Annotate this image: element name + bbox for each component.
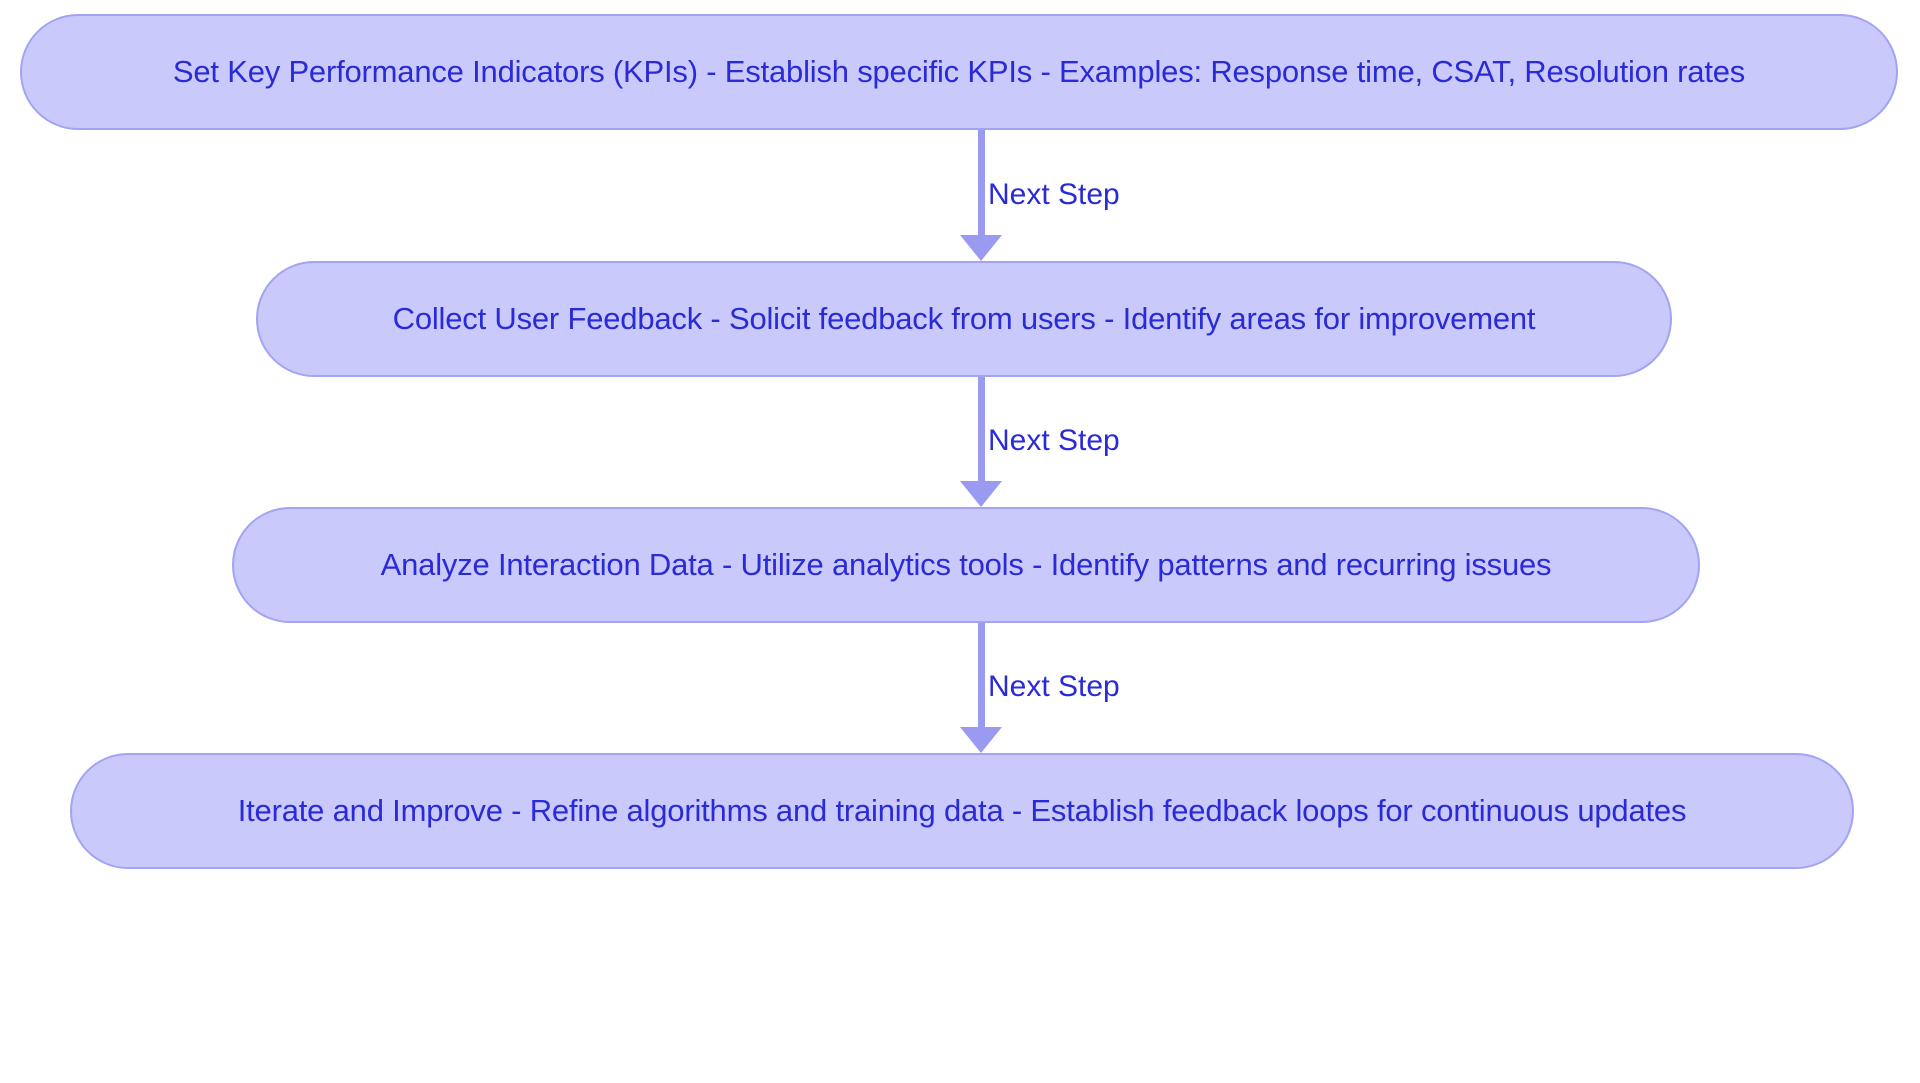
flowchart-node-label: Collect User Feedback - Solicit feedback… (392, 301, 1536, 337)
arrow-down-icon (960, 727, 1002, 753)
edge-line (978, 623, 985, 727)
arrow-down-icon (960, 235, 1002, 261)
flowchart-edge-1: Next Step (920, 130, 1120, 261)
flowchart-node-label: Analyze Interaction Data - Utilize analy… (380, 547, 1552, 583)
flowchart-edge-2: Next Step (920, 377, 1120, 507)
arrow-down-icon (960, 481, 1002, 507)
edge-label: Next Step (988, 670, 1120, 703)
edge-label: Next Step (988, 424, 1120, 457)
flowchart-node-label: Iterate and Improve - Refine algorithms … (237, 793, 1687, 829)
flowchart-node-collect-user-feedback[interactable]: Collect User Feedback - Solicit feedback… (256, 261, 1672, 377)
flowchart-edge-3: Next Step (920, 623, 1120, 753)
flowchart-node-iterate-and-improve[interactable]: Iterate and Improve - Refine algorithms … (70, 753, 1854, 869)
edge-line (978, 130, 985, 235)
edge-label: Next Step (988, 178, 1120, 211)
flowchart-node-set-kpis[interactable]: Set Key Performance Indicators (KPIs) - … (20, 14, 1898, 130)
flowchart-node-label: Set Key Performance Indicators (KPIs) - … (172, 54, 1746, 90)
flowchart-node-analyze-interaction-data[interactable]: Analyze Interaction Data - Utilize analy… (232, 507, 1700, 623)
edge-line (978, 377, 985, 481)
